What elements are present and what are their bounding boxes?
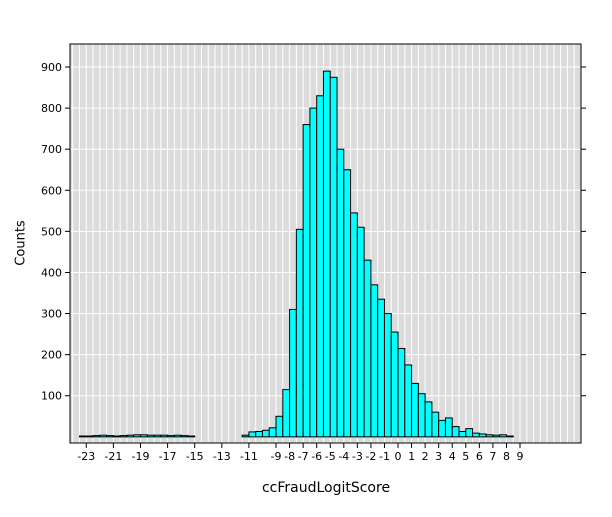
histogram-bar [431,411,440,438]
histogram-bar [424,401,433,438]
y-tick-label: 500 [41,225,62,238]
x-tick-label: -6 [311,450,322,463]
histogram-bar [133,434,141,438]
histogram-bar [180,435,189,438]
histogram-bar [160,434,169,438]
histogram-bar [465,428,474,438]
histogram-bar [417,393,426,438]
x-tick-label: 3 [435,450,442,463]
histogram-bar [397,347,406,438]
x-tick-label: -19 [131,450,149,463]
x-tick-label: -7 [298,450,309,463]
histogram-bar [316,95,324,438]
x-tick-label: -2 [365,450,376,463]
histogram-bar [92,435,101,438]
histogram-bar [383,313,392,438]
histogram-bar [255,430,263,438]
histogram-bar [499,434,507,438]
x-tick-label: -9 [271,450,282,463]
x-tick-label: -1 [379,450,390,463]
histogram-bar [295,228,304,438]
histogram-bar [370,284,379,438]
x-tick-label: 9 [517,450,524,463]
y-axis-title: Counts [13,220,29,266]
x-tick-label: 2 [422,450,429,463]
x-tick-label: 5 [462,450,469,463]
histogram-bar [289,308,297,438]
histogram-bar [472,432,480,438]
x-tick-label: -15 [186,450,204,463]
y-tick-label: 200 [41,349,62,362]
x-tick-label: 6 [476,450,483,463]
histogram-bar [126,434,135,438]
x-tick-label: 4 [449,450,456,463]
x-tick-label: 1 [408,450,415,463]
histogram-bar [505,435,514,438]
histogram-bar [343,169,352,438]
y-tick-label: 800 [41,102,62,115]
histogram-bar [350,212,358,438]
histogram-bar [112,435,121,438]
histogram-bar [187,435,196,438]
histogram-bar [451,426,460,438]
histogram-bar [99,434,108,438]
y-tick-label: 600 [41,184,62,197]
histogram-bar [377,298,385,438]
histogram-bar [390,331,399,438]
histogram-bar [485,434,494,438]
x-tick-label: -23 [77,450,95,463]
histogram-bar [444,417,453,438]
histogram-bar [85,435,94,438]
histogram-bar [248,431,257,438]
histogram-bar [275,415,284,438]
x-tick-label: -4 [338,450,349,463]
histogram-bar [153,434,162,438]
panel-border [69,43,582,444]
x-tick-label: -21 [104,450,122,463]
x-tick-label: -8 [284,450,295,463]
histogram-bar [411,382,419,438]
x-tick-label: -5 [325,450,336,463]
y-tick-label: 700 [41,143,62,156]
x-tick-label: -17 [159,450,177,463]
histogram-bar [106,435,114,438]
histogram-bar [329,76,338,438]
histogram-bar [146,434,155,438]
histogram-bar [282,389,291,438]
x-axis-title: ccFraudLogitScore [261,480,391,496]
histogram-bar [363,259,372,438]
x-tick-label: 0 [395,450,402,463]
x-tick-label: -3 [352,450,363,463]
histogram-bar [356,226,365,438]
x-tick-label: -13 [213,450,231,463]
x-tick-label: 7 [489,450,496,463]
x-tick-label: -11 [240,450,258,463]
histogram-bar [478,433,487,438]
histogram-bar [322,70,331,438]
histogram-bar [173,434,182,438]
histogram-bar [336,148,345,438]
histogram-bar [139,434,148,438]
histogram-bar [438,419,446,438]
histogram-bar [492,434,501,438]
y-tick-label: 900 [41,61,62,74]
y-tick-label: 300 [41,308,62,321]
histogram-bar [167,435,175,438]
histogram-bar [261,429,270,438]
histogram-bar [119,435,128,438]
histogram-bar [268,427,277,438]
histogram-bar [458,430,467,438]
histogram-bar [78,435,87,438]
x-tick-label: 8 [503,450,510,463]
histogram-bar [302,124,311,438]
histogram-bar [241,434,250,438]
y-tick-label: 100 [41,390,62,403]
histogram-bar [404,364,413,438]
histogram-bar [309,107,318,438]
y-tick-label: 400 [41,266,62,279]
